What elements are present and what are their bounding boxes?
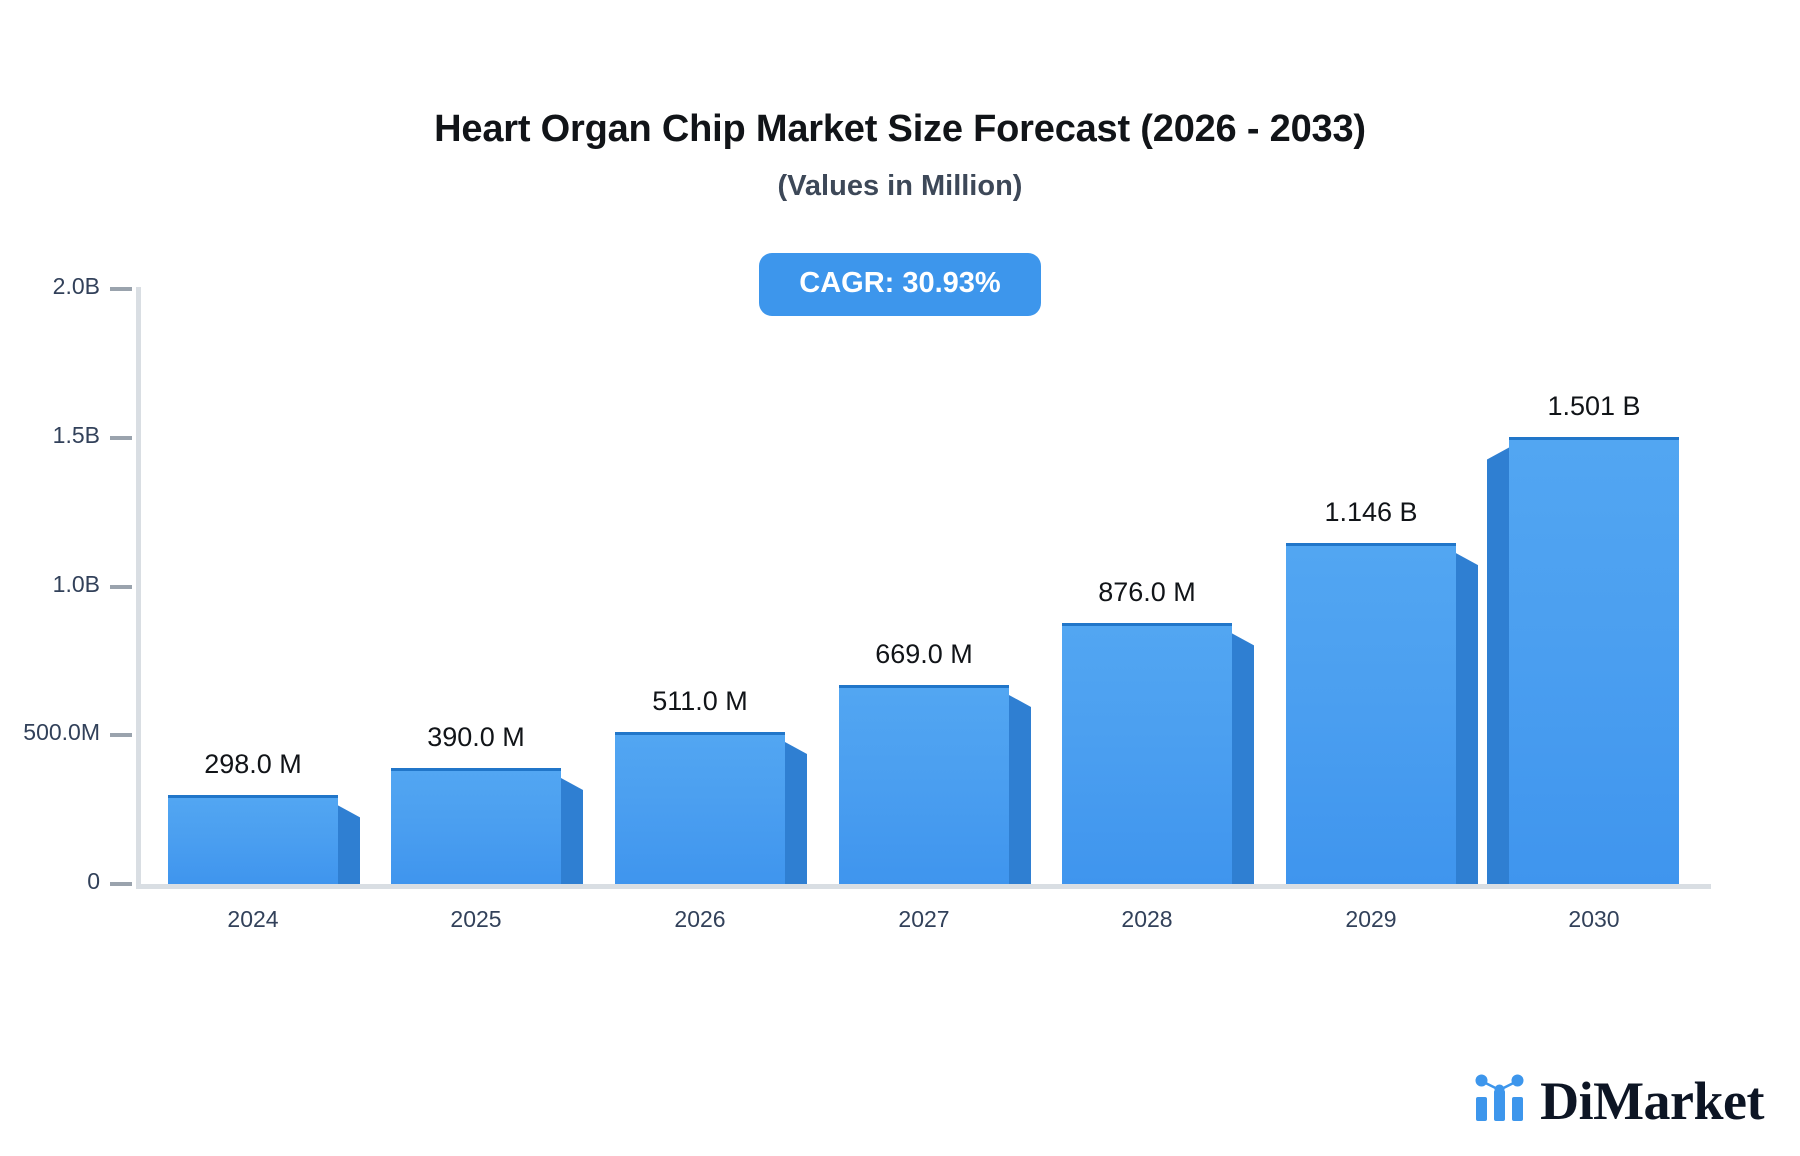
bar-front-face xyxy=(391,767,561,884)
chart-header: Heart Organ Chip Market Size Forecast (2… xyxy=(0,0,1800,203)
bar-chart-trend-icon xyxy=(1474,1073,1526,1128)
bar-group[interactable]: 511.0 M 2026 xyxy=(615,687,807,931)
bar-side-face xyxy=(338,805,360,884)
bar-side-face xyxy=(1456,553,1478,884)
bar-front-face xyxy=(1062,623,1232,884)
bar-value-label: 1.501 B xyxy=(1547,391,1641,422)
bar-front-face xyxy=(615,731,785,884)
bar-value-label: 390.0 M xyxy=(427,721,525,752)
bar-front-face xyxy=(168,795,338,884)
x-tick-label: 2027 xyxy=(898,906,950,932)
bar-side-face xyxy=(1487,447,1509,884)
page-title: Heart Organ Chip Market Size Forecast (2… xyxy=(434,108,1366,150)
x-tick-label: 2026 xyxy=(674,906,726,932)
bar-side-face xyxy=(561,777,583,884)
bar-side-face xyxy=(785,741,807,884)
x-tick-label: 2028 xyxy=(1121,906,1173,932)
cagr-badge: CAGR: 30.93% xyxy=(759,253,1041,316)
y-axis-line xyxy=(136,287,141,888)
y-tick-label: 1.0B xyxy=(52,570,100,597)
y-tick-dash xyxy=(110,882,132,886)
bar-group[interactable]: 876.0 M 2028 xyxy=(1062,579,1254,931)
bar-group[interactable]: 390.0 M 2025 xyxy=(391,723,583,931)
x-tick-label: 2029 xyxy=(1345,906,1397,932)
x-tick-label: 2024 xyxy=(227,906,279,932)
bar-group[interactable]: 1.501 B 2030 xyxy=(1487,393,1679,931)
y-tick-label: 1.5B xyxy=(52,421,100,448)
y-tick-dash xyxy=(110,435,132,440)
x-tick-label: 2030 xyxy=(1568,906,1620,932)
bar-group[interactable]: 298.0 M 2024 xyxy=(168,751,360,931)
y-tick-label: 0 xyxy=(87,868,100,894)
bar-side-face xyxy=(1009,694,1031,884)
x-axis-line xyxy=(136,884,1711,889)
bar-front-face xyxy=(839,684,1009,884)
x-tick-label: 2025 xyxy=(450,906,502,932)
y-tick-dash xyxy=(110,287,132,291)
y-tick-dash xyxy=(110,733,132,738)
cagr-badge-container: CAGR: 30.93% xyxy=(0,253,1800,316)
bar-side-face xyxy=(1232,633,1254,884)
bar-value-label: 511.0 M xyxy=(652,685,748,716)
bar-group[interactable]: 669.0 M 2027 xyxy=(839,640,1031,931)
logo-text: DiMarket xyxy=(1540,1070,1764,1131)
brand-logo: DiMarket xyxy=(1474,1073,1764,1128)
chart-subtitle: (Values in Million) xyxy=(777,169,1023,202)
y-tick-label: 500.0M xyxy=(23,719,100,746)
y-tick-dash xyxy=(110,584,132,589)
bar-value-label: 1.146 B xyxy=(1324,497,1418,528)
bar-value-label: 669.0 M xyxy=(875,638,973,669)
bar-value-label: 876.0 M xyxy=(1098,577,1196,608)
bar-value-label: 298.0 M xyxy=(204,749,302,780)
y-tick-label: 2.0B xyxy=(52,273,100,299)
bar-front-face xyxy=(1509,437,1679,884)
bar-front-face xyxy=(1286,543,1456,884)
bar-group[interactable]: 1.146 B 2029 xyxy=(1286,499,1478,931)
